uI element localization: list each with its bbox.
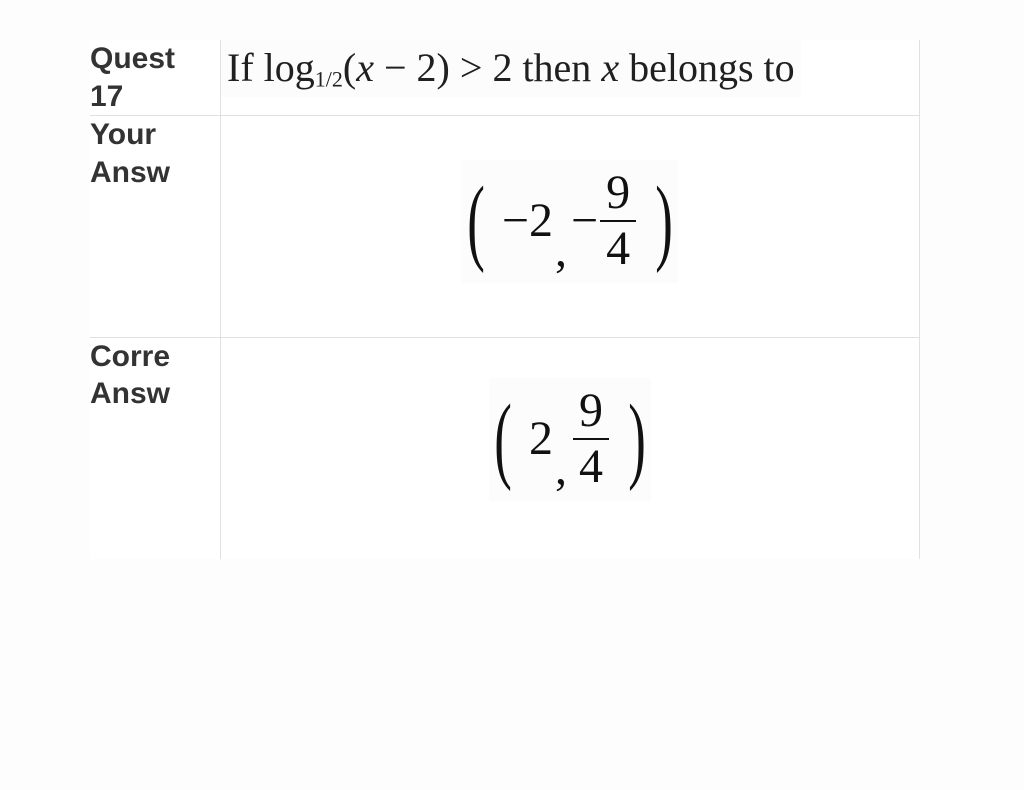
ca-close-paren: )	[628, 384, 646, 494]
q-const2: 2	[417, 45, 437, 90]
q-close: )	[437, 45, 450, 90]
q-prefix: If	[227, 45, 264, 90]
your-answer-label-line1: Your	[90, 118, 156, 151]
q-log-base: 1/2	[315, 67, 343, 92]
ya-frac-den: 4	[600, 222, 636, 274]
ca-fraction: 9 4	[571, 386, 611, 493]
ya-close-paren: )	[655, 166, 673, 276]
q-log: log	[264, 45, 315, 90]
ca-comma: ,	[553, 445, 571, 493]
q-gt: >	[450, 45, 493, 90]
correct-answer-label-cell: Corre Answ	[90, 337, 221, 558]
q-minus: −	[374, 45, 417, 90]
ya-open-paren: (	[467, 166, 485, 276]
ya-comma: ,	[553, 227, 571, 275]
q-suffix: belongs to	[619, 45, 795, 90]
q-rhs: 2	[492, 45, 512, 90]
correct-answer-interval: ( 2 , 9 4 )	[489, 378, 651, 501]
ya-fraction: 9 4	[598, 168, 638, 275]
row-correct-answer: Corre Answ ( 2 , 9 4	[90, 337, 920, 558]
question-label-line2: 17	[90, 80, 123, 113]
q-var-x2: x	[601, 45, 619, 90]
question-label-line1: Quest	[90, 42, 175, 75]
correct-answer-label-line1: Corre	[90, 340, 170, 373]
ya-a: −2	[502, 197, 553, 245]
your-answer-math-holder: ( −2 , − 9 4 )	[221, 150, 919, 297]
question-label-cell: Quest 17	[90, 40, 221, 116]
page: Quest 17 If log1/2(x − 2) > 2 then x bel…	[0, 0, 1024, 559]
q-then: then	[512, 45, 601, 90]
correct-answer-label-line2: Answ	[90, 377, 170, 410]
ya-frac-num: 9	[600, 168, 636, 222]
your-answer-label-line2: Answ	[90, 156, 170, 189]
ca-a: 2	[529, 415, 553, 463]
row-question: Quest 17 If log1/2(x − 2) > 2 then x bel…	[90, 40, 920, 116]
q-open: (	[343, 45, 356, 90]
your-answer-content-cell: ( −2 , − 9 4 )	[221, 116, 920, 338]
correct-answer-content-cell: ( 2 , 9 4 )	[221, 337, 920, 558]
q-var-x: x	[356, 45, 374, 90]
your-answer-interval: ( −2 , − 9 4 )	[462, 160, 678, 283]
ya-neg: −	[571, 197, 598, 245]
row-your-answer: Your Answ ( −2 , − 9 4	[90, 116, 920, 338]
ca-frac-num: 9	[573, 386, 609, 440]
question-math: If log1/2(x − 2) > 2 then x belongs to	[221, 40, 801, 97]
question-content-cell: If log1/2(x − 2) > 2 then x belongs to	[221, 40, 920, 116]
ca-open-paren: (	[494, 384, 512, 494]
ya-inner: −2 , − 9 4	[496, 168, 644, 275]
ca-inner: 2 , 9 4	[523, 386, 617, 493]
ca-frac-den: 4	[573, 440, 609, 492]
your-answer-label-cell: Your Answ	[90, 116, 221, 338]
question-table: Quest 17 If log1/2(x − 2) > 2 then x bel…	[90, 40, 920, 559]
correct-answer-math-holder: ( 2 , 9 4 )	[221, 368, 919, 515]
